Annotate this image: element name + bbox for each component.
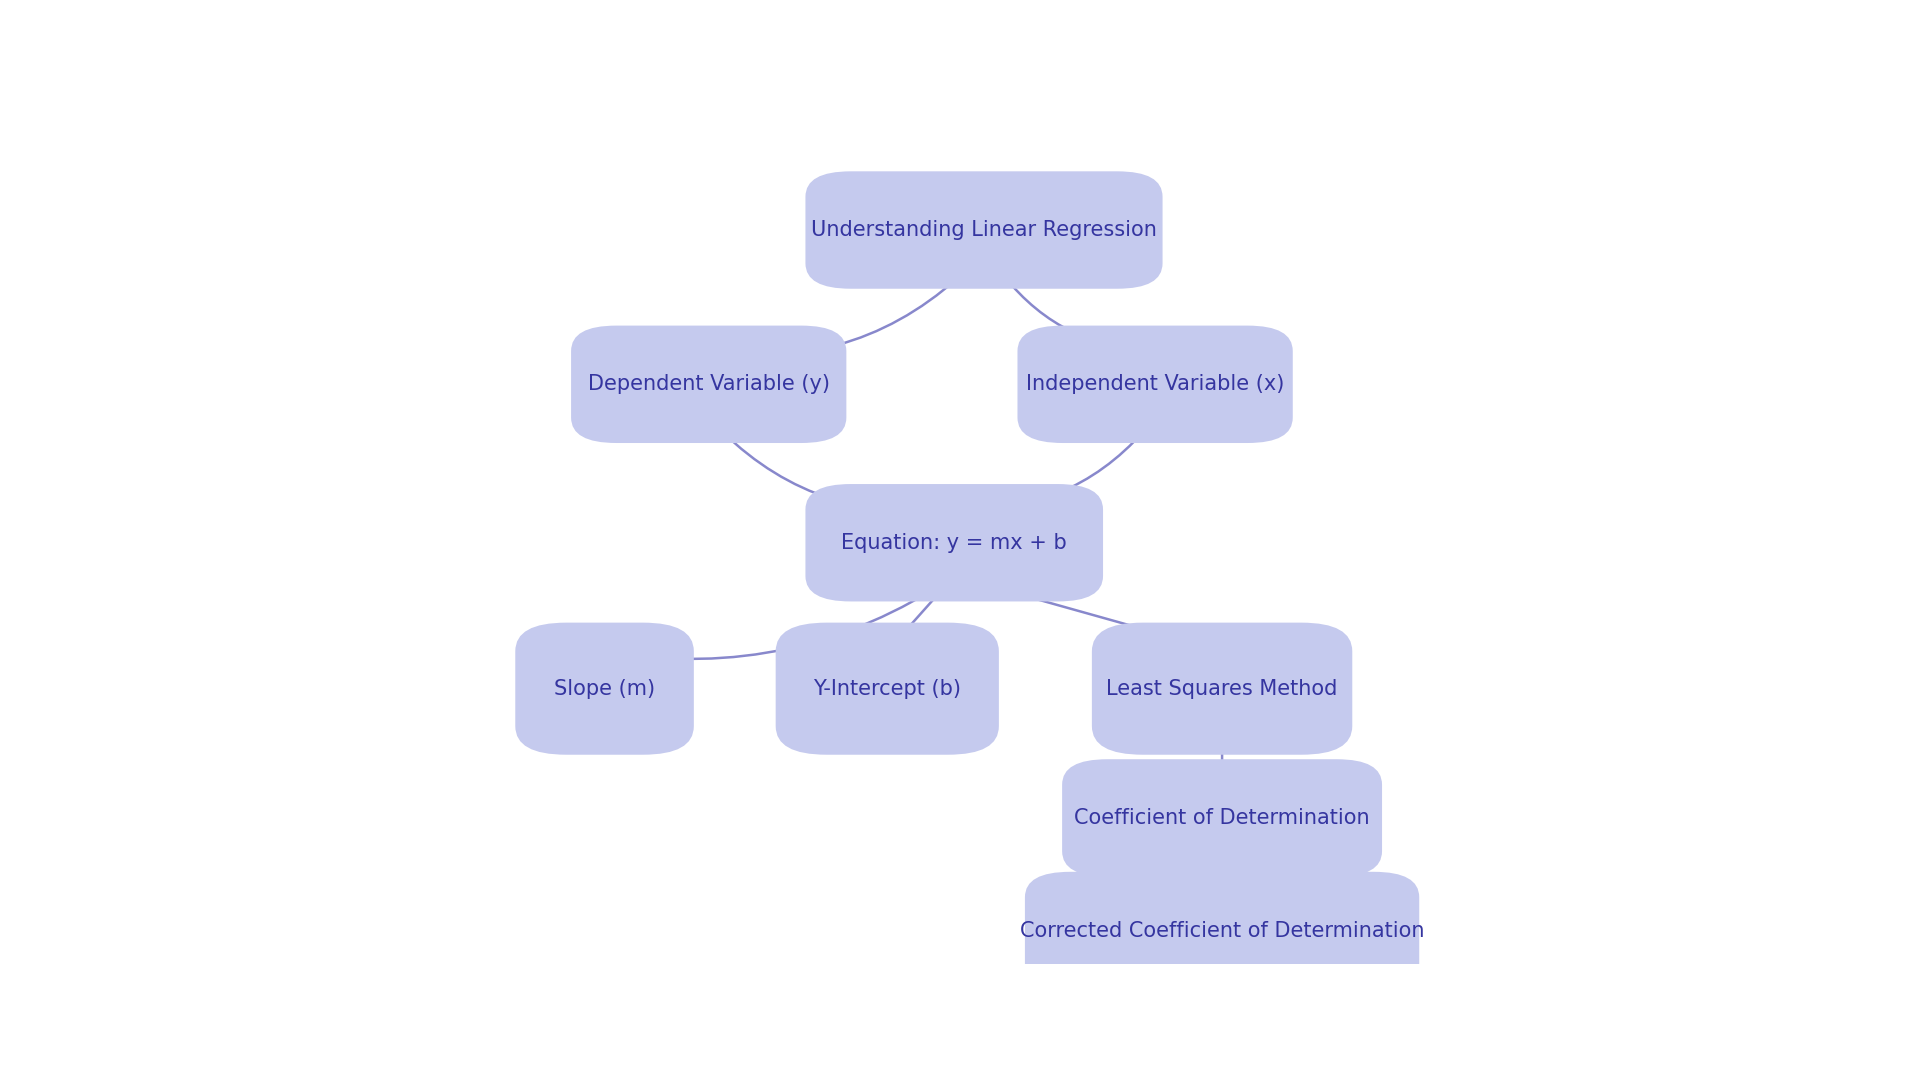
FancyBboxPatch shape (1062, 759, 1382, 876)
FancyBboxPatch shape (806, 484, 1102, 601)
FancyBboxPatch shape (1025, 872, 1419, 989)
Text: Y-Intercept (b): Y-Intercept (b) (814, 679, 962, 699)
Text: Slope (m): Slope (m) (555, 679, 655, 699)
FancyBboxPatch shape (806, 171, 1162, 289)
Text: Equation: y = mx + b: Equation: y = mx + b (841, 533, 1068, 552)
Text: Corrected Coefficient of Determination: Corrected Coefficient of Determination (1020, 921, 1425, 940)
Text: Understanding Linear Regression: Understanding Linear Regression (810, 220, 1158, 240)
Text: Dependent Variable (y): Dependent Variable (y) (588, 375, 829, 394)
FancyBboxPatch shape (515, 623, 693, 755)
FancyBboxPatch shape (776, 623, 998, 755)
Text: Least Squares Method: Least Squares Method (1106, 679, 1338, 699)
Text: Independent Variable (x): Independent Variable (x) (1025, 375, 1284, 394)
Text: Coefficient of Determination: Coefficient of Determination (1075, 808, 1369, 827)
FancyBboxPatch shape (570, 326, 847, 443)
FancyBboxPatch shape (1092, 623, 1352, 755)
FancyBboxPatch shape (1018, 326, 1292, 443)
